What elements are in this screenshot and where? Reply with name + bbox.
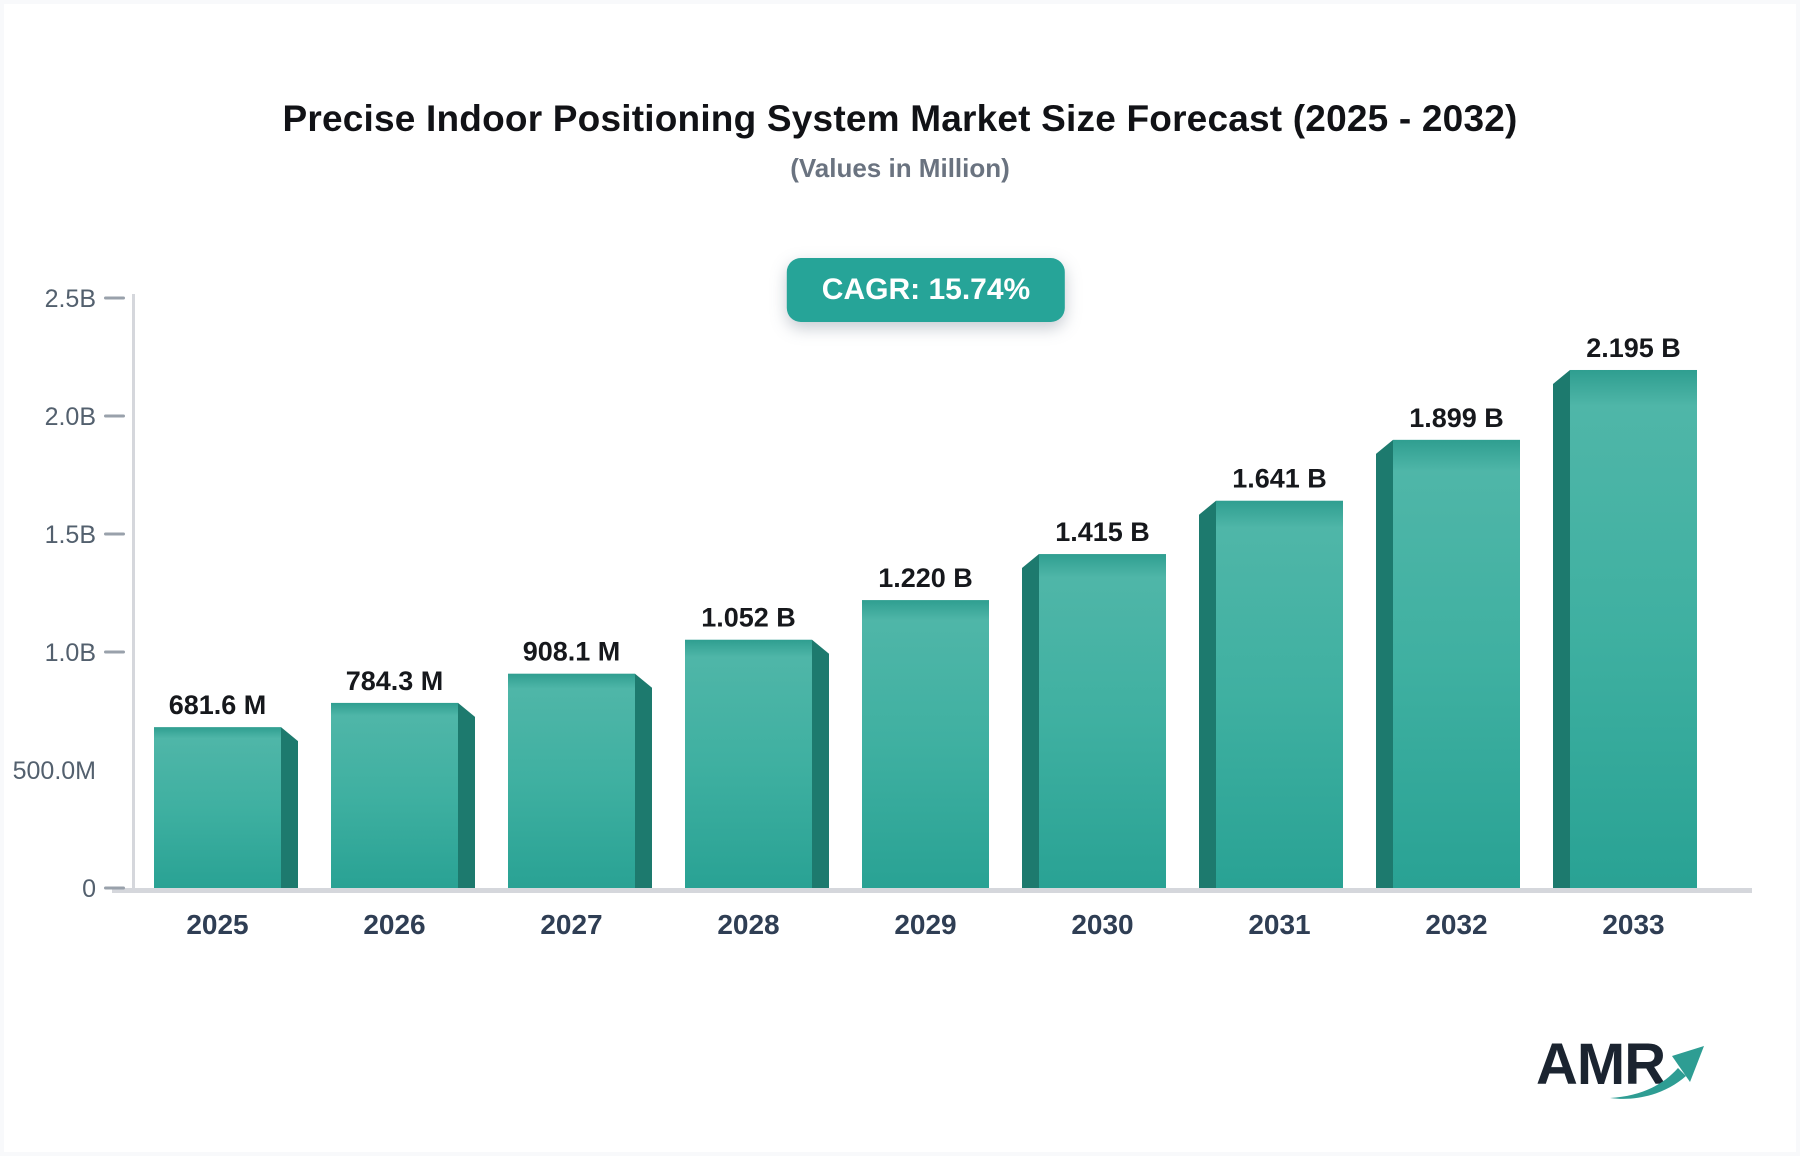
bar-side-face bbox=[1376, 439, 1393, 888]
bar-value-label: 681.6 M bbox=[169, 690, 267, 720]
bar-group-2025[interactable]: 681.6 M 2025 bbox=[154, 690, 298, 940]
y-tick-dash bbox=[104, 886, 125, 890]
bar-front-face bbox=[1216, 500, 1343, 888]
x-axis-line bbox=[112, 888, 1752, 893]
bar-side-face bbox=[1199, 500, 1216, 888]
bar-value-label: 1.641 B bbox=[1232, 464, 1327, 494]
bar-front-face bbox=[154, 727, 281, 888]
y-tick-dash bbox=[104, 532, 125, 536]
bar-side-face bbox=[635, 673, 652, 888]
y-tick-dash bbox=[104, 650, 125, 654]
x-axis-label: 2025 bbox=[186, 909, 248, 940]
logo-growth-arrow-icon bbox=[1610, 1046, 1704, 1099]
x-axis-label: 2029 bbox=[894, 909, 956, 940]
bar-group-2030[interactable]: 1.415 B 2030 bbox=[1022, 517, 1166, 940]
x-axis-label: 2033 bbox=[1602, 909, 1664, 940]
bar-group-2029[interactable]: 1.220 B 2029 bbox=[862, 563, 989, 940]
bar-front-face bbox=[1570, 369, 1697, 889]
bar-value-label: 784.3 M bbox=[346, 666, 444, 696]
bar-front-face bbox=[862, 600, 989, 888]
bar-front-face bbox=[331, 702, 458, 888]
bar-front-face bbox=[1039, 554, 1166, 888]
bar-group-2026[interactable]: 784.3 M 2026 bbox=[331, 666, 475, 940]
y-tick-label: 0 bbox=[82, 875, 96, 903]
bar-side-face bbox=[1553, 369, 1570, 889]
bar-side-face bbox=[1022, 554, 1039, 888]
y-tick-label: 1.0B bbox=[45, 639, 96, 667]
bar-front-face bbox=[508, 673, 635, 888]
y-axis-line bbox=[132, 294, 135, 893]
x-axis-label: 2030 bbox=[1071, 909, 1133, 940]
amr-logo: AMR bbox=[1536, 1036, 1726, 1126]
bar-group-2027[interactable]: 908.1 M 2027 bbox=[508, 637, 652, 940]
bar-value-label: 1.415 B bbox=[1055, 517, 1150, 547]
bar-side-face bbox=[281, 727, 298, 888]
cagr-badge: CAGR: 15.74% bbox=[786, 258, 1066, 322]
bar-value-label: 2.195 B bbox=[1586, 333, 1681, 363]
chart-title: Precise Indoor Positioning System Market… bbox=[282, 98, 1518, 139]
y-tick-label: 1.5B bbox=[45, 521, 96, 549]
bar-value-label: 1.052 B bbox=[701, 603, 796, 633]
x-axis-label: 2028 bbox=[717, 909, 779, 940]
y-tick-dash bbox=[104, 414, 125, 418]
x-axis-label: 2027 bbox=[540, 909, 602, 940]
bar-value-label: 908.1 M bbox=[523, 637, 621, 667]
y-tick-label: 500.0M bbox=[13, 757, 96, 785]
y-tick-label: 2.0B bbox=[45, 403, 96, 431]
bar-front-face bbox=[685, 639, 812, 888]
bar-value-label: 1.899 B bbox=[1409, 403, 1504, 433]
y-tick-dash bbox=[104, 296, 125, 300]
bar-chart: 2.5B 2.0B 1.5B 1.0B 500.0M 0 681.6 M 2025 784.3 … bbox=[13, 285, 1752, 940]
x-axis-label: 2026 bbox=[363, 909, 425, 940]
x-axis-label: 2032 bbox=[1425, 909, 1487, 940]
bar-group-2028[interactable]: 1.052 B 2028 bbox=[685, 603, 829, 940]
bar-side-face bbox=[812, 639, 829, 888]
bar-group-2032[interactable]: 1.899 B 2032 bbox=[1376, 403, 1520, 940]
chart-subtitle: (Values in Million) bbox=[790, 153, 1010, 183]
bar-side-face bbox=[458, 702, 475, 888]
bar-group-2031[interactable]: 1.641 B 2031 bbox=[1199, 464, 1343, 940]
bar-front-face bbox=[1393, 439, 1520, 888]
bar-group-2033[interactable]: 2.195 B 2033 bbox=[1553, 333, 1697, 940]
y-tick-label: 2.5B bbox=[45, 285, 96, 313]
x-axis-label: 2031 bbox=[1248, 909, 1310, 940]
amr-logo-text: AMR bbox=[1536, 1032, 1666, 1097]
bar-value-label: 1.220 B bbox=[878, 563, 973, 593]
